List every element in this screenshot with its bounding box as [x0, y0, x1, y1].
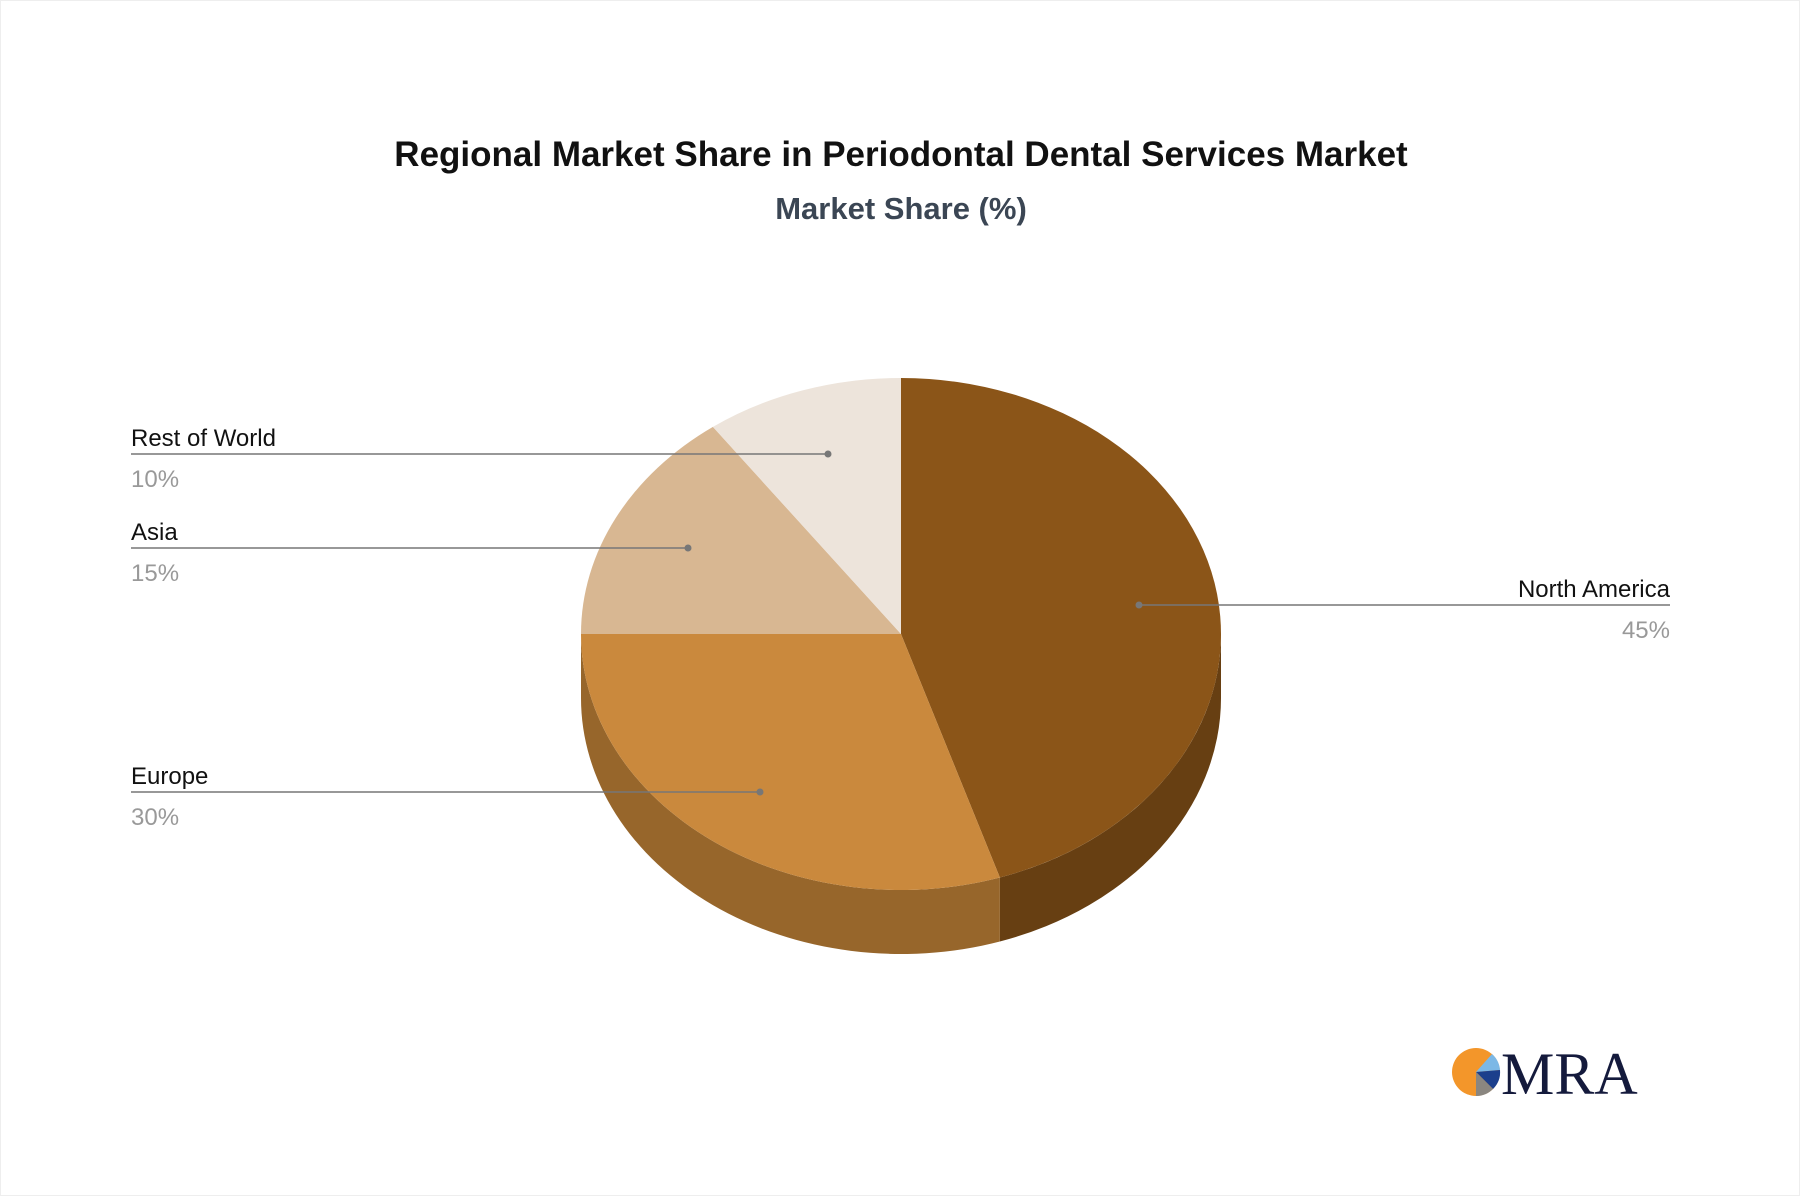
- chart-subtitle: Market Share (%): [775, 191, 1027, 226]
- slice-value-label: 45%: [1622, 617, 1670, 644]
- leader-dot: [1135, 601, 1143, 609]
- chart-title: Regional Market Share in Periodontal Den…: [394, 135, 1408, 174]
- mra-logo: MRA: [1452, 1041, 1638, 1101]
- pie-slice-rest-of-world[interactable]: [712, 378, 901, 634]
- slice-value-label: 10%: [131, 466, 179, 493]
- pie-side-1: [581, 634, 1000, 954]
- slice-label: North America: [1518, 576, 1671, 603]
- slice-value-label: 15%: [131, 560, 179, 587]
- slice-label: Rest of World: [131, 425, 276, 452]
- pie-slice-asia[interactable]: [581, 426, 901, 634]
- leader-dot: [684, 544, 692, 552]
- pie-side-0: [999, 634, 1221, 942]
- logo-text: MRA: [1501, 1041, 1638, 1101]
- slice-value-label: 30%: [131, 804, 179, 831]
- pie-slice-north-america[interactable]: [901, 378, 1222, 878]
- pie-slice-europe[interactable]: [581, 634, 1000, 890]
- leader-dot: [824, 450, 832, 458]
- leader-dot: [756, 788, 764, 796]
- slice-label: Europe: [131, 763, 208, 790]
- slice-label: Asia: [131, 519, 178, 546]
